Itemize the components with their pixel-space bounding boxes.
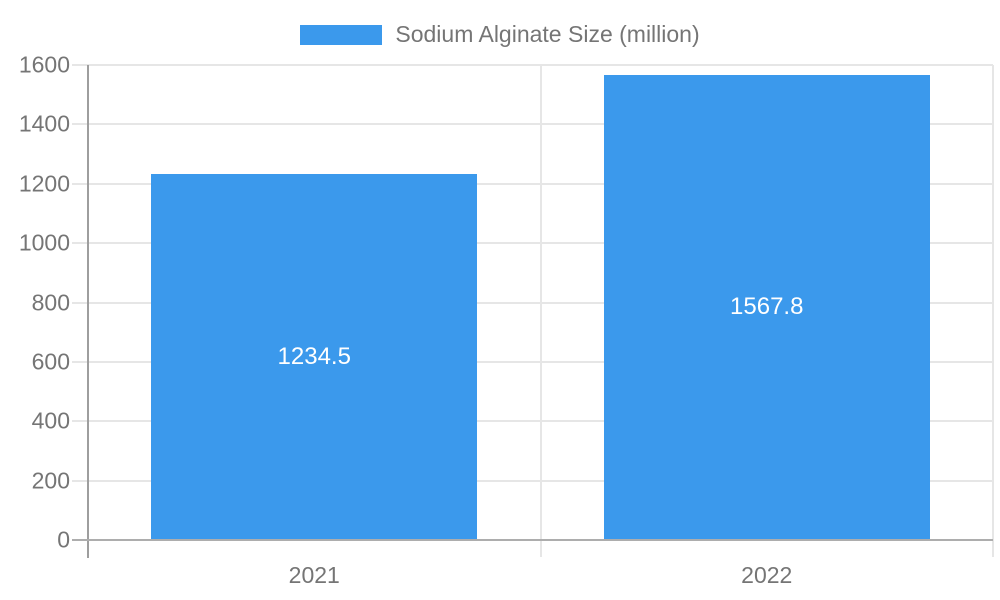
- legend-swatch-icon: [300, 24, 383, 45]
- gridline: [72, 420, 993, 423]
- y-axis-line: [87, 65, 89, 558]
- bar[interactable]: 1567.8: [603, 74, 930, 540]
- x-axis-tick-label: 2022: [741, 562, 793, 588]
- gridline-vertical: [992, 65, 994, 557]
- legend-item[interactable]: Sodium Alginate Size (million): [300, 21, 700, 48]
- legend: Sodium Alginate Size (million): [0, 21, 1000, 48]
- y-axis-tick-label: 800: [31, 289, 70, 315]
- x-axis-tick-label: 2021: [288, 562, 340, 588]
- gridline: [72, 64, 993, 66]
- gridline: [72, 301, 993, 304]
- x-axis: 2021 2022: [88, 561, 993, 589]
- legend-label: Sodium Alginate Size (million): [395, 21, 700, 47]
- y-axis-tick-label: 1400: [18, 110, 70, 137]
- plot-area: 1234.5 1567.8: [72, 64, 994, 557]
- bar-value-label: 1234.5: [277, 342, 351, 370]
- y-axis-tick-label: 1600: [18, 51, 70, 78]
- y-axis-tick-label: 400: [31, 407, 70, 434]
- x-axis-baseline: [72, 539, 993, 541]
- gridline: [72, 123, 993, 126]
- y-axis-tick-label: 200: [31, 467, 70, 494]
- gridline: [72, 479, 993, 482]
- gridline: [72, 182, 993, 185]
- y-axis-tick-label: 600: [31, 348, 70, 375]
- bar[interactable]: 1234.5: [151, 173, 478, 540]
- bar-value-label: 1567.8: [730, 293, 804, 321]
- gridline: [72, 360, 993, 363]
- y-axis: 0 200 400 600 800 1000 1200 1400 1600: [0, 53, 70, 551]
- y-axis-tick-label: 1200: [18, 170, 70, 197]
- y-axis-tick-label: 1000: [18, 229, 70, 256]
- y-axis-tick-label: 0: [57, 526, 70, 553]
- gridline: [72, 242, 993, 245]
- gridline-vertical: [539, 65, 542, 557]
